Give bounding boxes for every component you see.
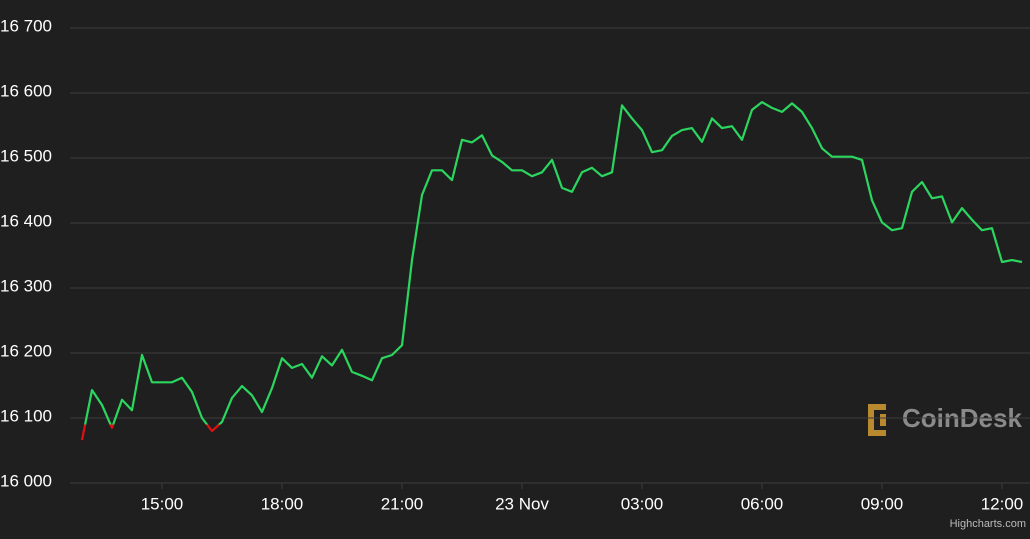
x-tick-label: 03:00	[621, 494, 664, 513]
x-tick-label: 09:00	[861, 494, 904, 513]
x-tick-label: 18:00	[261, 494, 304, 513]
y-tick-label: 16 400	[0, 211, 52, 230]
x-tick-label: 15:00	[141, 494, 184, 513]
y-tick-label: 16 500	[0, 146, 52, 165]
y-tick-label: 16 300	[0, 276, 52, 295]
price-line	[80, 101, 1023, 441]
x-tick-label: 21:00	[381, 494, 424, 513]
y-tick-label: 16 600	[0, 81, 52, 100]
y-tick-label: 16 000	[0, 471, 52, 490]
x-tick-label: 06:00	[741, 494, 784, 513]
y-tick-label: 16 200	[0, 341, 52, 360]
y-tick-label: 16 100	[0, 406, 52, 425]
x-tick-label: 23 Nov	[495, 494, 549, 513]
credits: Highcharts.com	[950, 518, 1026, 530]
x-tick-label: 12:00	[981, 494, 1024, 513]
watermark-logo	[868, 404, 886, 436]
y-tick-label: 16 700	[0, 16, 52, 35]
